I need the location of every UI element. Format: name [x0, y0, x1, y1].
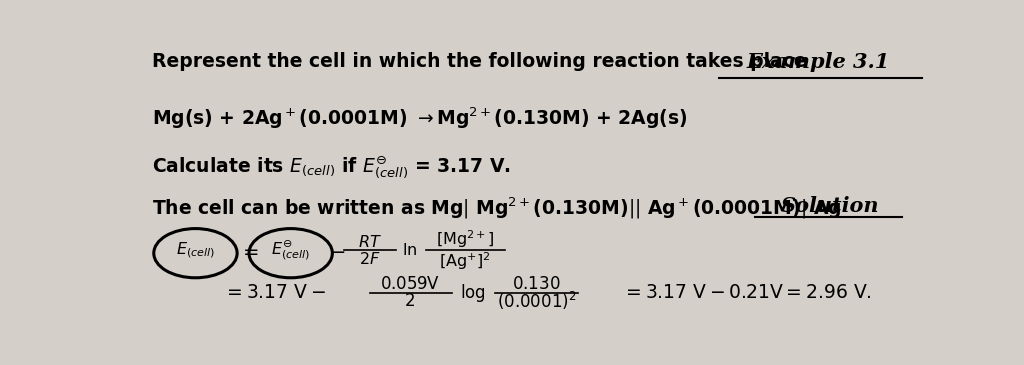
- Text: Example 3.1: Example 3.1: [746, 52, 890, 72]
- Text: $[\mathrm{Ag}^{+}]^2$: $[\mathrm{Ag}^{+}]^2$: [439, 251, 492, 272]
- Text: $\ln$: $\ln$: [402, 242, 418, 258]
- Text: $0.059\mathrm{V}$: $0.059\mathrm{V}$: [380, 275, 439, 293]
- Text: $= 3.17\ \mathrm{V} -$: $= 3.17\ \mathrm{V} -$: [223, 283, 327, 302]
- Text: $E^{\ominus}_{(cell)}$: $E^{\ominus}_{(cell)}$: [271, 238, 310, 262]
- Text: Represent the cell in which the following reaction takes place: Represent the cell in which the followin…: [152, 52, 807, 71]
- Text: $RT$: $RT$: [358, 234, 382, 250]
- Text: $E_{(cell)}$: $E_{(cell)}$: [176, 241, 215, 260]
- Text: $\log$: $\log$: [461, 281, 486, 304]
- Text: $2$: $2$: [404, 292, 415, 310]
- Text: $2F$: $2F$: [359, 251, 381, 267]
- Text: Solution: Solution: [781, 196, 880, 216]
- Text: $-$: $-$: [329, 241, 345, 260]
- Text: $[\mathrm{Mg}^{2+}]$: $[\mathrm{Mg}^{2+}]$: [436, 228, 495, 250]
- Text: Mg(s) + 2Ag$^+$(0.0001M) $\rightarrow$Mg$^{2+}$(0.130M) + 2Ag(s): Mg(s) + 2Ag$^+$(0.0001M) $\rightarrow$Mg…: [152, 105, 687, 131]
- Text: $(0.0001)^2$: $(0.0001)^2$: [497, 290, 577, 312]
- Text: $=$: $=$: [239, 241, 259, 260]
- Text: $0.130$: $0.130$: [512, 275, 561, 293]
- Text: Calculate its $E_{(cell)}$ if $E^{\ominus}_{(cell)}$ = 3.17 V.: Calculate its $E_{(cell)}$ if $E^{\ominu…: [152, 153, 511, 180]
- Text: $= 3.17\ \mathrm{V} - 0.21\mathrm{V} = 2.96\ \mathrm{V}.$: $= 3.17\ \mathrm{V} - 0.21\mathrm{V} = 2…: [623, 283, 871, 302]
- Text: The cell can be written as Mg$|$ Mg$^{2+}$(0.130M)$||$ Ag$^+$(0.0001M)$|$ Ag: The cell can be written as Mg$|$ Mg$^{2+…: [152, 196, 841, 221]
